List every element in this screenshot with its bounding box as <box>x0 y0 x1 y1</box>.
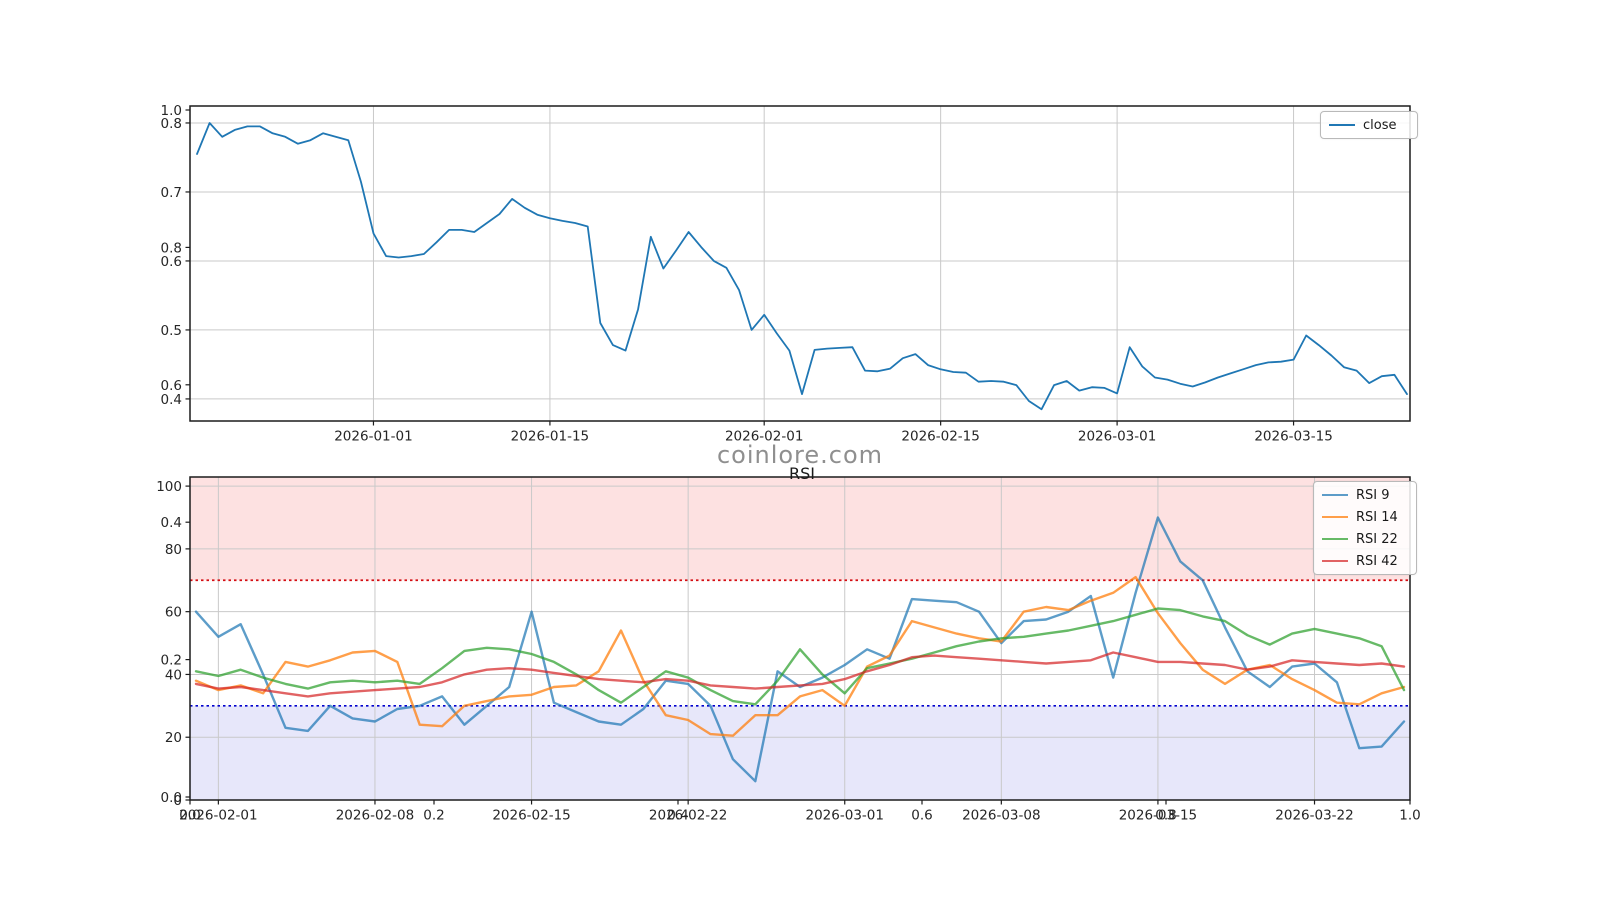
legend-line-swatch <box>1322 494 1348 496</box>
svg-text:0.2: 0.2 <box>423 808 444 824</box>
overbought-band <box>190 477 1410 581</box>
svg-text:0.7: 0.7 <box>161 185 182 201</box>
legend-line-swatch <box>1329 124 1355 126</box>
svg-text:0.6: 0.6 <box>161 378 182 394</box>
svg-text:20: 20 <box>165 730 182 746</box>
legend-item-close: close <box>1329 116 1407 134</box>
svg-text:2026-01-01: 2026-01-01 <box>334 429 412 445</box>
legend-line-swatch <box>1322 538 1348 540</box>
svg-text:0.4: 0.4 <box>161 515 182 531</box>
rsi-14-line <box>194 575 1406 737</box>
svg-text:2026-03-08: 2026-03-08 <box>962 808 1040 824</box>
svg-text:2026-03-01: 2026-03-01 <box>1078 429 1156 445</box>
svg-text:2026-02-01: 2026-02-01 <box>725 429 803 445</box>
svg-text:2026-03-15: 2026-03-15 <box>1119 808 1197 824</box>
svg-text:0: 0 <box>173 793 182 809</box>
plot-border <box>189 476 1411 801</box>
fraction-overlay-axis: 1.00.80.60.40.20.00.0 0.2 0.4 0.6 0.8 1.0 <box>161 103 1421 824</box>
legend-line-swatch <box>1322 560 1348 562</box>
tick-labels: 2026-01-01 2026-01-15 2026-02-01 2026-02-15… <box>161 116 1333 445</box>
rsi-42-line <box>194 651 1406 698</box>
legend-item-rsi-9: RSI 9 <box>1322 486 1406 504</box>
watermark: coinlore.com <box>716 441 884 469</box>
svg-text:0.6: 0.6 <box>161 254 182 270</box>
svg-text:2026-03-22: 2026-03-22 <box>1275 808 1353 824</box>
svg-text:2026-01-15: 2026-01-15 <box>511 429 589 445</box>
svg-text:0.0: 0.0 <box>161 790 182 806</box>
svg-text:2026-02-08: 2026-02-08 <box>336 808 414 824</box>
plot-border <box>189 105 1411 422</box>
rsi-legend: RSI 9 RSI 14 RSI 22 RSI 42 <box>1313 481 1417 575</box>
svg-text:2026-03-01: 2026-03-01 <box>806 808 884 824</box>
legend-label: close <box>1363 117 1397 133</box>
oversold-band <box>190 705 1410 800</box>
svg-text:0.6: 0.6 <box>911 808 932 824</box>
svg-text:0.5: 0.5 <box>161 323 182 339</box>
legend-label: RSI 42 <box>1356 553 1398 569</box>
svg-text:1.0: 1.0 <box>1399 808 1420 824</box>
close-line <box>196 122 1408 411</box>
svg-text:100: 100 <box>156 479 182 495</box>
svg-text:2026-02-01: 2026-02-01 <box>179 808 257 824</box>
grid <box>190 106 1410 421</box>
svg-text:60: 60 <box>165 605 182 621</box>
price-chart: 2026-01-01 2026-01-15 2026-02-01 2026-02-15… <box>161 105 1411 445</box>
svg-text:0.2: 0.2 <box>161 653 182 669</box>
svg-text:0.8: 0.8 <box>161 116 182 132</box>
legend-label: RSI 14 <box>1356 509 1398 525</box>
svg-text:2026-02-22: 2026-02-22 <box>649 808 727 824</box>
svg-text:0.8: 0.8 <box>1155 808 1176 824</box>
legend-item-rsi-14: RSI 14 <box>1322 508 1406 526</box>
svg-text:2026-03-15: 2026-03-15 <box>1254 429 1332 445</box>
rsi-22-line <box>194 607 1406 706</box>
legend-label: RSI 22 <box>1356 531 1398 547</box>
legend-item-rsi-42: RSI 42 <box>1322 552 1406 570</box>
tick-labels: 2026-02-01 2026-02-08 2026-02-15 2026-02-22… <box>156 479 1354 823</box>
svg-text:2026-02-15: 2026-02-15 <box>492 808 570 824</box>
svg-text:0.0: 0.0 <box>179 808 200 824</box>
price-legend: close <box>1320 111 1418 139</box>
rsi-chart: 2026-02-01 2026-02-08 2026-02-15 2026-02-22… <box>156 476 1411 824</box>
svg-text:0.4: 0.4 <box>161 392 182 408</box>
svg-text:0.8: 0.8 <box>161 240 182 256</box>
rsi-subplot-title: RSI <box>789 464 815 483</box>
svg-text:1.0: 1.0 <box>161 103 182 119</box>
legend-item-rsi-22: RSI 22 <box>1322 530 1406 548</box>
svg-text:2026-02-15: 2026-02-15 <box>901 429 979 445</box>
rsi-9-line <box>194 516 1406 783</box>
svg-text:0.4: 0.4 <box>667 808 688 824</box>
legend-line-swatch <box>1322 516 1348 518</box>
svg-text:40: 40 <box>165 667 182 683</box>
svg-text:80: 80 <box>165 542 182 558</box>
legend-label: RSI 9 <box>1356 487 1390 503</box>
